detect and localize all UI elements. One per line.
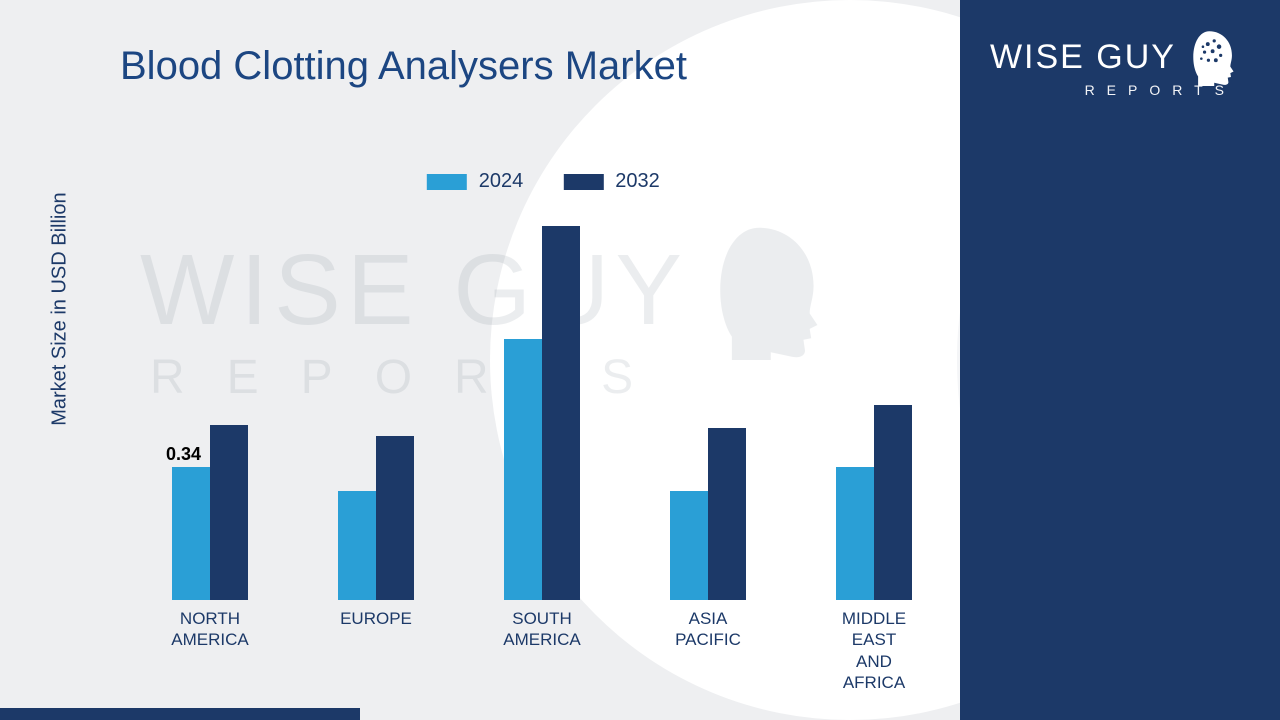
bar-2032 [210,425,248,601]
bar-2032 [542,226,580,600]
head-icon [1182,28,1240,86]
bar-2032 [874,405,912,600]
bar-2024 [504,339,542,600]
bar-2032 [376,436,414,600]
bar-2024 [338,491,376,600]
bar-2024: 0.34 [172,467,210,600]
bar-2032 [708,428,746,600]
bar-group: ASIAPACIFIC [648,428,768,600]
chart-title: Blood Clotting Analysers Market [120,44,687,89]
bar-2024 [670,491,708,600]
legend-item: 2032 [563,170,660,193]
x-axis-label: MIDDLEEASTANDAFRICA [809,608,939,693]
x-axis-label: NORTHAMERICA [145,608,275,651]
legend-label: 2024 [479,170,524,193]
bar-value-label: 0.34 [166,444,201,465]
logo-sub-text: REPORTS [990,82,1236,98]
bar-group: EUROPE [316,436,436,600]
legend-swatch [563,174,603,190]
bar-group: SOUTHAMERICA [482,226,602,600]
x-axis-label: ASIAPACIFIC [643,608,773,651]
plot-area: 0.34NORTHAMERICA EUROPE SOUTHAMERICA ASIAPA… [140,210,970,600]
x-axis-label: SOUTHAMERICA [477,608,607,651]
logo-main-text: WISE GUY [990,38,1176,77]
legend-item: 2024 [427,170,524,193]
legend: 2024 2032 [427,170,660,193]
x-axis-label: EUROPE [311,608,441,629]
bar-group: 0.34NORTHAMERICA [150,425,270,601]
right-panel [960,0,1280,720]
legend-label: 2032 [615,170,660,193]
bar-group: MIDDLEEASTANDAFRICA [814,405,934,600]
brand-logo: WISE GUY REPORTS [990,28,1240,98]
legend-swatch [427,174,467,190]
y-axis-label: Market Size in USD Billion [49,192,72,425]
bar-chart: Market Size in USD Billion 20242032 0.34… [60,170,980,700]
bottom-accent-bar [0,708,360,720]
bar-2024 [836,467,874,600]
